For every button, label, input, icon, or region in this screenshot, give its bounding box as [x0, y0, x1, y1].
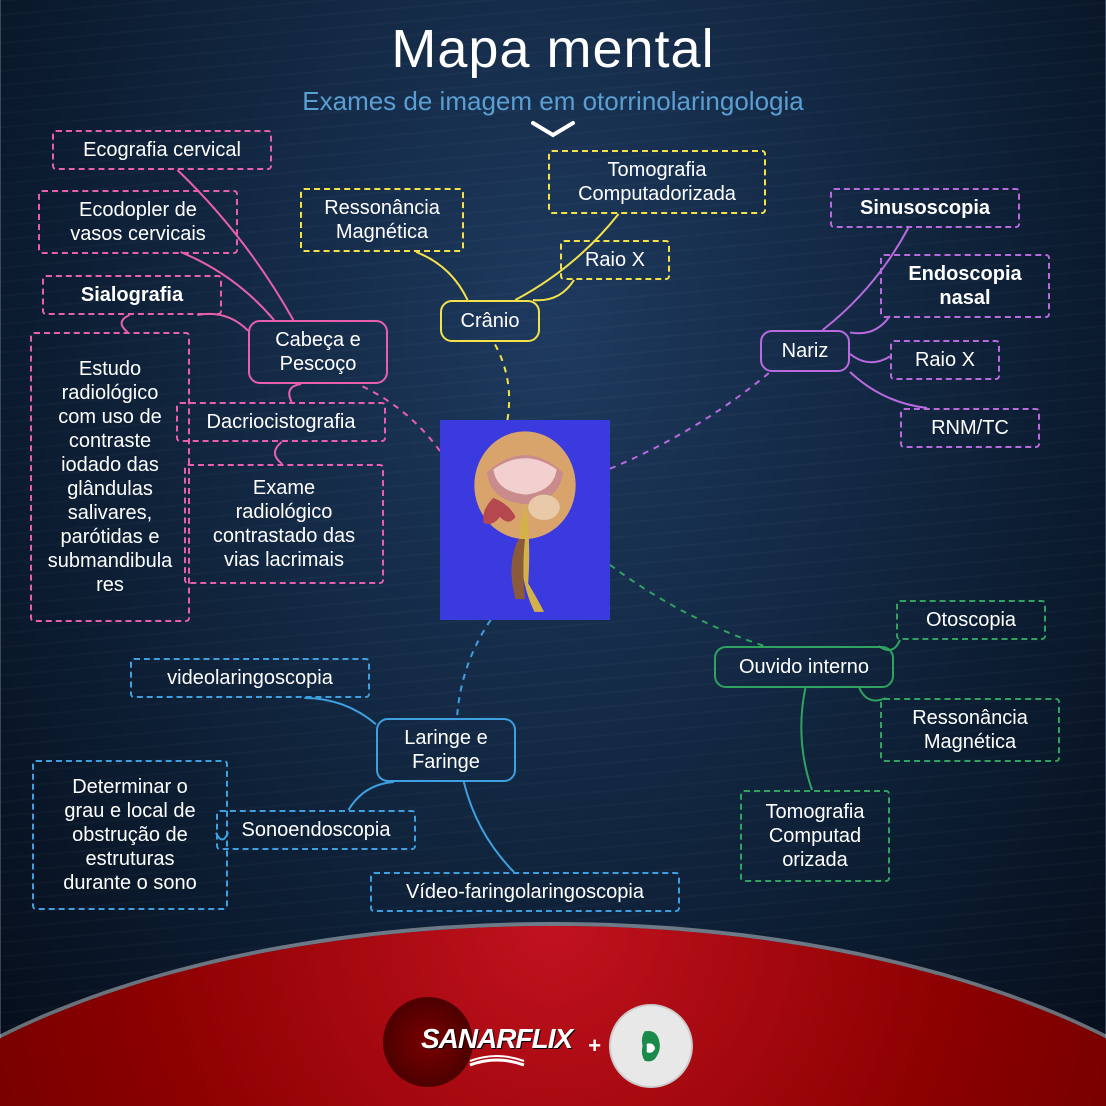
node-otos: Otoscopia [896, 600, 1046, 640]
node-cranio: Crânio [440, 300, 540, 342]
node-tomo: Tomografia Computadorizada [548, 150, 766, 214]
brand-swoosh-icon [468, 1053, 526, 1069]
node-eco1: Ecografia cervical [52, 130, 272, 170]
node-tomoG: Tomografia Computad orizada [740, 790, 890, 882]
node-ressonG: Ressonância Magnética [880, 698, 1060, 762]
node-nariz: Nariz [760, 330, 850, 372]
node-exameR: Exame radiológico contrastado das vias l… [184, 464, 384, 584]
node-cabeca: Cabeça e Pescoço [248, 320, 388, 384]
node-raiox2: Raio X [890, 340, 1000, 380]
node-eco2: Ecodopler de vasos cervicais [38, 190, 238, 254]
node-laringe: Laringe e Faringe [376, 718, 516, 782]
node-raiox1: Raio X [560, 240, 670, 280]
head-profile-icon [630, 1025, 672, 1067]
node-videol: videolaringoscopia [130, 658, 370, 698]
brand-logo: SANARFLIX [413, 1019, 580, 1073]
plus-icon: + [588, 1033, 601, 1059]
node-estudo: Estudo radiológico com uso de contraste … [30, 332, 190, 622]
node-videof: Vídeo-faringolaringoscopia [370, 872, 680, 912]
node-sinus: Sinusoscopia [830, 188, 1020, 228]
node-sialo: Sialografia [42, 275, 222, 315]
brand-text: SANARFLIX [421, 1023, 572, 1054]
liga-badge [609, 1004, 693, 1088]
node-endo: Endoscopia nasal [880, 254, 1050, 318]
node-rnm: RNM/TC [900, 408, 1040, 448]
footer-logos: SANARFLIX + [413, 1004, 693, 1088]
node-determ: Determinar o grau e local de obstrução d… [32, 760, 228, 910]
node-sono: Sonoendoscopia [216, 810, 416, 850]
node-dacrio: Dacriocistografia [176, 402, 386, 442]
node-ouvido: Ouvido interno [714, 646, 894, 688]
node-resson: Ressonância Magnética [300, 188, 464, 252]
center-anatomy-image [440, 420, 610, 620]
